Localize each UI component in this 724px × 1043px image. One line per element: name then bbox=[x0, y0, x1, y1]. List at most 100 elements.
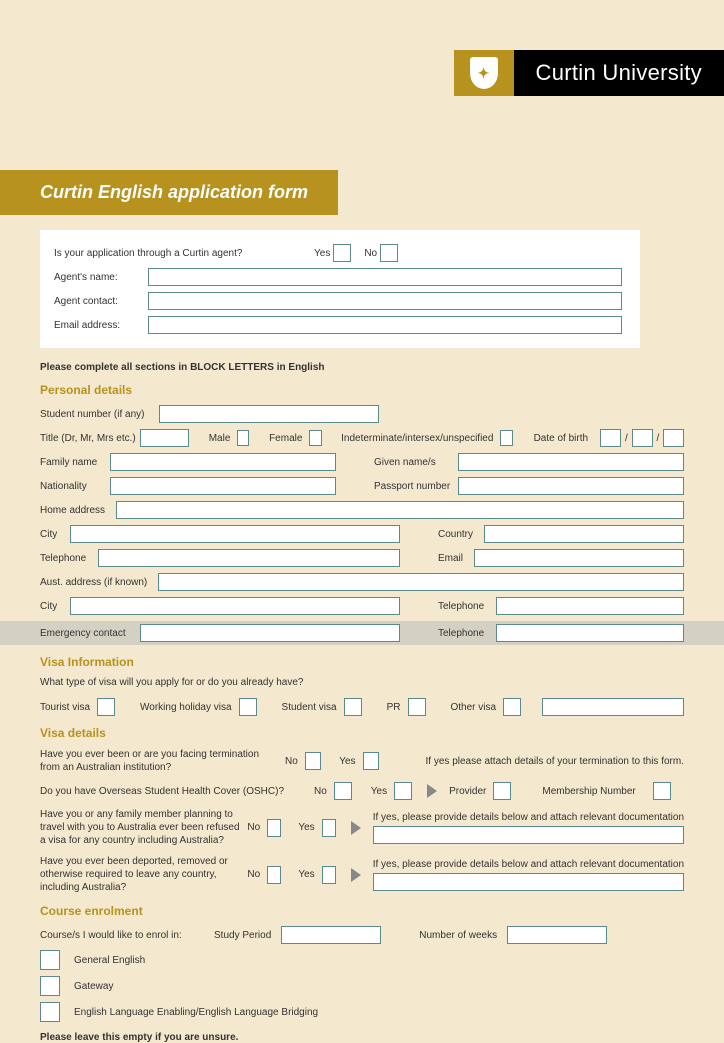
agent-question: Is your application through a Curtin age… bbox=[54, 248, 314, 259]
student-number-input[interactable] bbox=[159, 405, 379, 423]
q1-no-label: No bbox=[285, 756, 298, 767]
general-english-checkbox[interactable] bbox=[40, 950, 60, 970]
termination-question: Have you ever been or are you facing ter… bbox=[40, 748, 281, 774]
family-name-label: Family name bbox=[40, 457, 106, 468]
given-names-label: Given name/s bbox=[374, 457, 454, 468]
q3-yes-checkbox[interactable] bbox=[322, 819, 336, 837]
student-visa-label: Student visa bbox=[282, 702, 337, 713]
oshc-question: Do you have Overseas Student Health Cove… bbox=[40, 785, 310, 798]
dob-label: Date of birth bbox=[534, 433, 588, 444]
visa-info-title: Visa Information bbox=[40, 655, 684, 669]
telephone-input[interactable] bbox=[98, 549, 400, 567]
other-visa-label: Other visa bbox=[451, 702, 497, 713]
arrow-icon bbox=[351, 868, 361, 882]
provider-checkbox[interactable] bbox=[493, 782, 511, 800]
emergency-tel-label: Telephone bbox=[438, 628, 492, 639]
q3-details-input[interactable] bbox=[373, 826, 684, 844]
family-name-input[interactable] bbox=[110, 453, 336, 471]
agent-name-input[interactable] bbox=[148, 268, 622, 286]
dob-year-input[interactable] bbox=[663, 429, 684, 447]
email-label: Email bbox=[438, 553, 470, 564]
indeterminate-checkbox[interactable] bbox=[500, 430, 512, 446]
pr-checkbox[interactable] bbox=[408, 698, 426, 716]
dob-day-input[interactable] bbox=[600, 429, 621, 447]
agent-section: Is your application through a Curtin age… bbox=[40, 230, 640, 348]
deported-question: Have you ever been deported, removed or … bbox=[40, 855, 243, 894]
general-english-label: General English bbox=[74, 955, 145, 966]
q3-no-checkbox[interactable] bbox=[267, 819, 281, 837]
aust-address-input[interactable] bbox=[158, 573, 684, 591]
working-checkbox[interactable] bbox=[239, 698, 257, 716]
q1-yes-checkbox[interactable] bbox=[363, 752, 379, 770]
nationality-input[interactable] bbox=[110, 477, 336, 495]
visa-type-question: What type of visa will you apply for or … bbox=[40, 677, 684, 688]
given-names-input[interactable] bbox=[458, 453, 684, 471]
working-label: Working holiday visa bbox=[140, 702, 232, 713]
student-number-label: Student number (if any) bbox=[40, 409, 155, 420]
study-period-label: Study Period bbox=[214, 930, 271, 941]
q4-details-input[interactable] bbox=[373, 873, 684, 891]
home-address-label: Home address bbox=[40, 505, 112, 516]
form-title: Curtin English application form bbox=[0, 170, 338, 215]
country-label: Country bbox=[438, 529, 480, 540]
study-period-input[interactable] bbox=[281, 926, 381, 944]
q4-yes-label: Yes bbox=[298, 869, 314, 880]
q4-no-checkbox[interactable] bbox=[267, 866, 281, 884]
yes-label: Yes bbox=[314, 248, 330, 259]
membership-checkbox[interactable] bbox=[653, 782, 671, 800]
agent-contact-label: Agent contact: bbox=[54, 296, 142, 307]
title-label: Title (Dr, Mr, Mrs etc.) bbox=[40, 433, 136, 444]
membership-label: Membership Number bbox=[542, 786, 635, 797]
emergency-input[interactable] bbox=[140, 624, 400, 642]
q4-yes-checkbox[interactable] bbox=[322, 866, 336, 884]
university-name: Curtin University bbox=[514, 50, 724, 96]
telephone2-label: Telephone bbox=[438, 601, 492, 612]
passport-input[interactable] bbox=[458, 477, 684, 495]
nationality-label: Nationality bbox=[40, 481, 106, 492]
agent-no-checkbox[interactable] bbox=[380, 244, 398, 262]
no-label: No bbox=[364, 248, 377, 259]
q1-no-checkbox[interactable] bbox=[305, 752, 321, 770]
block-letters-instruction: Please complete all sections in BLOCK LE… bbox=[40, 362, 684, 373]
female-label: Female bbox=[269, 433, 302, 444]
email-input[interactable] bbox=[474, 549, 684, 567]
tourist-checkbox[interactable] bbox=[97, 698, 115, 716]
city-input[interactable] bbox=[70, 525, 400, 543]
dob-month-input[interactable] bbox=[632, 429, 653, 447]
agent-email-input[interactable] bbox=[148, 316, 622, 334]
bridging-label: English Language Enabling/English Langua… bbox=[74, 1007, 318, 1018]
student-visa-checkbox[interactable] bbox=[344, 698, 362, 716]
agent-contact-input[interactable] bbox=[148, 292, 622, 310]
country-input[interactable] bbox=[484, 525, 684, 543]
q1-note: If yes please attach details of your ter… bbox=[426, 756, 684, 767]
personal-details-title: Personal details bbox=[40, 383, 684, 397]
home-address-input[interactable] bbox=[116, 501, 684, 519]
indeterminate-label: Indeterminate/intersex/unspecified bbox=[341, 433, 493, 444]
gateway-checkbox[interactable] bbox=[40, 976, 60, 996]
q2-no-checkbox[interactable] bbox=[334, 782, 352, 800]
other-visa-checkbox[interactable] bbox=[503, 698, 521, 716]
title-input[interactable] bbox=[140, 429, 189, 447]
male-checkbox[interactable] bbox=[237, 430, 249, 446]
visa-details-title: Visa details bbox=[40, 726, 684, 740]
telephone2-input[interactable] bbox=[496, 597, 684, 615]
agent-name-label: Agent's name: bbox=[54, 272, 142, 283]
shield-logo: ✦ bbox=[454, 50, 514, 96]
bridging-checkbox[interactable] bbox=[40, 1002, 60, 1022]
emergency-label: Emergency contact bbox=[40, 628, 136, 639]
weeks-input[interactable] bbox=[507, 926, 607, 944]
q2-yes-checkbox[interactable] bbox=[394, 782, 412, 800]
emergency-tel-input[interactable] bbox=[496, 624, 684, 642]
q4-note: If yes, please provide details below and… bbox=[373, 859, 684, 870]
q3-note: If yes, please provide details below and… bbox=[373, 812, 684, 823]
female-checkbox[interactable] bbox=[309, 430, 321, 446]
q2-no-label: No bbox=[314, 786, 327, 797]
aust-address-label: Aust. address (if known) bbox=[40, 577, 154, 588]
course-select-label: Course/s I would like to enrol in: bbox=[40, 930, 210, 941]
city2-label: City bbox=[40, 601, 66, 612]
agent-yes-checkbox[interactable] bbox=[333, 244, 351, 262]
other-visa-input[interactable] bbox=[542, 698, 684, 716]
city2-input[interactable] bbox=[70, 597, 400, 615]
q3-no-label: No bbox=[247, 822, 260, 833]
pr-label: PR bbox=[387, 702, 401, 713]
